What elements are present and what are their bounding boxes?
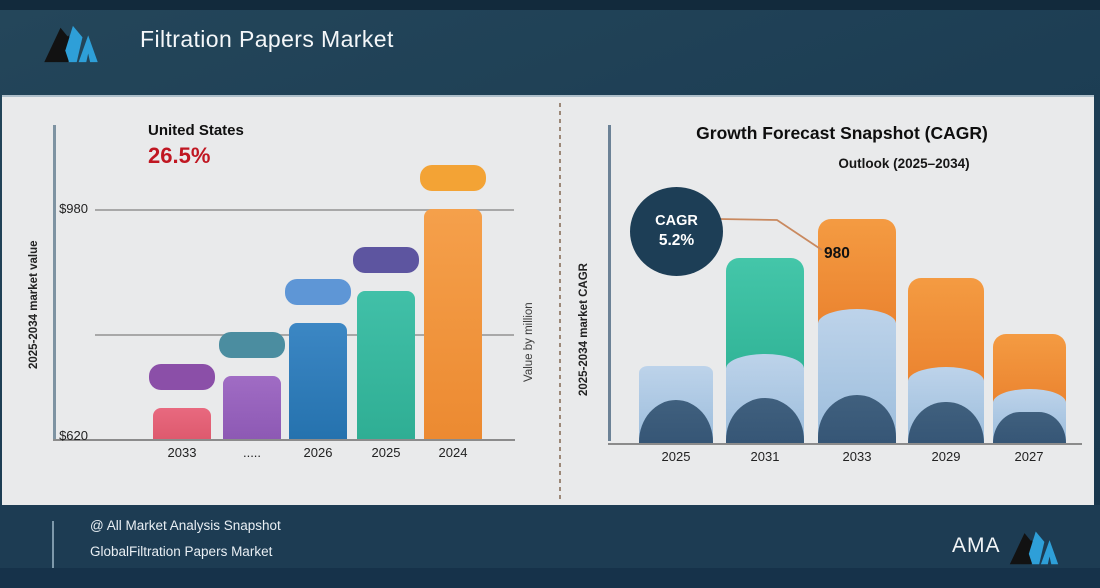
footer-brand-text: AMA	[952, 534, 1001, 557]
bar-cap-2033	[149, 363, 215, 390]
peak-value-annotation: 980	[824, 245, 850, 262]
x-label-2033: 2033	[842, 449, 872, 464]
right-x-axis	[608, 443, 1082, 445]
bar-cap-2024	[420, 165, 486, 191]
region-growth-value: 26.5%	[148, 143, 211, 168]
bar-top-segment-2033	[818, 219, 896, 323]
x-label-2026: 2026	[303, 445, 333, 460]
bar-top-segment-2031	[726, 257, 804, 368]
panel-divider	[559, 103, 561, 501]
x-label-2033: 2033	[167, 445, 197, 460]
right-chart-subtitle: Outlook (2025–2034)	[838, 156, 970, 171]
left-ytick-980: $980	[59, 201, 88, 216]
footer-source-line: @ All Market Analysis Snapshot	[90, 518, 281, 533]
left-y-axis	[53, 125, 56, 440]
x-label-2025: 2025	[371, 445, 401, 460]
ama-logo-icon	[44, 25, 98, 63]
cagr-badge: CAGR 5.2%	[630, 187, 723, 276]
region-label: United States	[148, 122, 244, 139]
right-y-axis	[608, 125, 611, 441]
bar-cap-2026	[285, 278, 351, 305]
bar-2024	[424, 209, 482, 439]
left-y-axis-label: 2025-2034 market value	[28, 240, 40, 370]
bar-2025	[357, 290, 415, 439]
chart-panel: $980 $620 2025-2034 market value Value b…	[2, 95, 1094, 505]
right-y-axis-label: 2025-2034 market CAGR	[578, 263, 590, 397]
x-label-2027: 2027	[1014, 449, 1044, 464]
bar-2026	[289, 322, 347, 439]
bottom-strip	[0, 568, 1100, 588]
bar-cap-2025	[353, 246, 419, 273]
right-chart-title: Growth Forecast Snapshot (CAGR)	[696, 123, 988, 143]
footer-separator	[52, 521, 54, 571]
x-label-.....: .....	[242, 445, 262, 460]
bar-.....	[223, 376, 281, 439]
x-label-2025: 2025	[661, 449, 691, 464]
bar-top-segment-2029	[908, 278, 984, 382]
x-label-2029: 2029	[931, 449, 961, 464]
bar-cap-.....	[219, 332, 285, 359]
page-title: Filtration Papers Market	[140, 26, 394, 52]
left-x-axis	[53, 439, 515, 441]
cagr-badge-value: 5.2%	[658, 231, 695, 249]
left-gridline-980	[95, 209, 514, 211]
bar-2033	[153, 407, 211, 439]
left-ytick-620: $620	[59, 428, 88, 443]
bar-dome-segment-2027	[992, 411, 1066, 443]
ama-logo-icon	[1009, 531, 1059, 565]
left-secondary-axis-label: Value by million	[523, 302, 535, 383]
cagr-badge-label: CAGR	[655, 213, 698, 229]
top-strip	[0, 0, 1100, 10]
x-label-2024: 2024	[438, 445, 468, 460]
footer-report-line: GlobalFiltration Papers Market	[90, 544, 273, 559]
x-label-2031: 2031	[750, 449, 780, 464]
cagr-connector-line	[718, 218, 823, 251]
